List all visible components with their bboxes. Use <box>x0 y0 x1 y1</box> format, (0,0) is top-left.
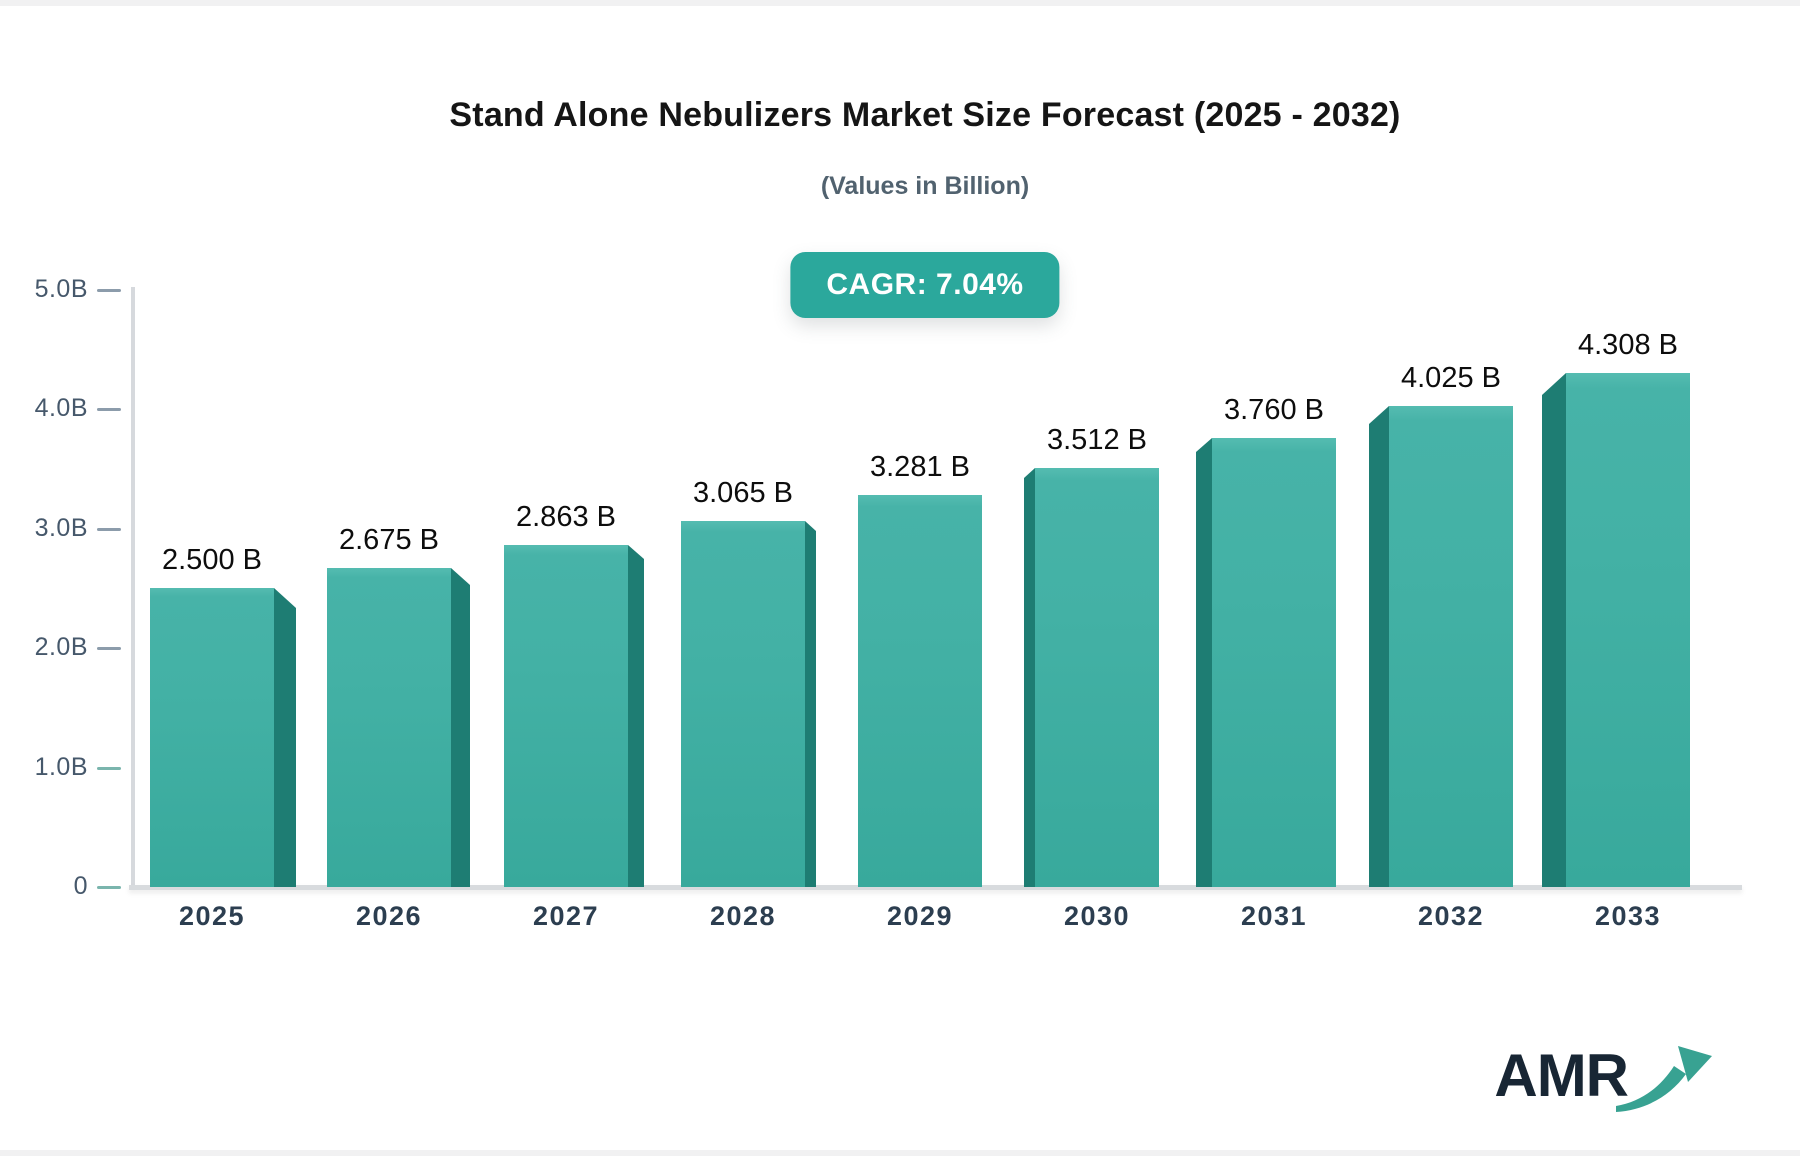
bar-value-label-2027: 2.863 B <box>516 501 616 533</box>
bar-value-label-2029: 3.281 B <box>870 451 970 483</box>
x-axis-label-2031: 2031 <box>1240 901 1308 931</box>
bar-2028 <box>681 521 805 887</box>
y-tick-label: 5.0B <box>34 275 88 303</box>
bar-side-2033 <box>1542 373 1566 887</box>
x-axis-label-2028: 2028 <box>709 901 777 931</box>
x-axis-label-2030: 2030 <box>1063 901 1131 931</box>
x-axis-baseline <box>129 885 1742 890</box>
bar-value-label-2032: 4.025 B <box>1401 362 1501 394</box>
bar-2025 <box>150 588 274 887</box>
bar-value-label-2030: 3.512 B <box>1047 424 1147 456</box>
y-tick-dash <box>97 408 121 412</box>
y-tick-dash <box>97 886 121 889</box>
chart-title: Stand Alone Nebulizers Market Size Forec… <box>449 96 1401 134</box>
y-tick-label: 4.0B <box>34 394 88 423</box>
y-tick-label: 0 <box>73 872 88 900</box>
bar-value-label-2033: 4.308 B <box>1578 329 1678 361</box>
y-tick-dash <box>97 527 121 531</box>
bar-side-2026 <box>451 568 470 887</box>
x-axis-label-2033: 2033 <box>1594 901 1662 931</box>
bar-2031 <box>1212 438 1336 887</box>
x-axis-label-2032: 2032 <box>1417 901 1485 931</box>
y-tick-label: 1.0B <box>34 752 88 781</box>
page-top-edge <box>0 0 1800 6</box>
y-tick-dash <box>97 766 121 770</box>
y-axis-line <box>131 287 135 888</box>
bar-side-2025 <box>274 588 296 887</box>
bar-value-label-2028: 3.065 B <box>693 477 793 509</box>
bar-2026 <box>327 568 451 887</box>
y-tick-label: 3.0B <box>34 513 88 542</box>
bar-value-label-2025: 2.500 B <box>162 544 262 576</box>
chart-subtitle: (Values in Billion) <box>820 172 1030 200</box>
y-tick-label: 2.0B <box>34 633 88 662</box>
bar-side-2030 <box>1024 468 1035 887</box>
growth-arrow-icon <box>1616 1046 1712 1112</box>
bar-2030 <box>1035 468 1159 887</box>
bar-2029 <box>858 495 982 887</box>
bar-2033 <box>1566 373 1690 887</box>
brand-logo: AMR <box>1494 1046 1716 1118</box>
x-axis-label-2026: 2026 <box>355 901 423 931</box>
bar-side-2032 <box>1369 406 1389 887</box>
bar-2027 <box>504 545 628 887</box>
bar-2032 <box>1389 406 1513 887</box>
x-axis-label-2029: 2029 <box>886 901 954 931</box>
y-tick-dash <box>97 647 121 651</box>
x-axis-label-2027: 2027 <box>532 901 600 931</box>
bar-side-2031 <box>1196 438 1212 887</box>
page-bottom-edge <box>0 1150 1800 1156</box>
bar-side-2027 <box>628 545 644 887</box>
bar-value-label-2026: 2.675 B <box>339 524 439 556</box>
y-tick-dash <box>97 289 121 292</box>
bar-side-2028 <box>805 521 816 887</box>
cagr-badge: CAGR: 7.04% <box>790 252 1060 318</box>
brand-logo-text: AMR <box>1494 1042 1629 1109</box>
bar-value-label-2031: 3.760 B <box>1224 394 1324 426</box>
x-axis-label-2025: 2025 <box>178 901 246 931</box>
